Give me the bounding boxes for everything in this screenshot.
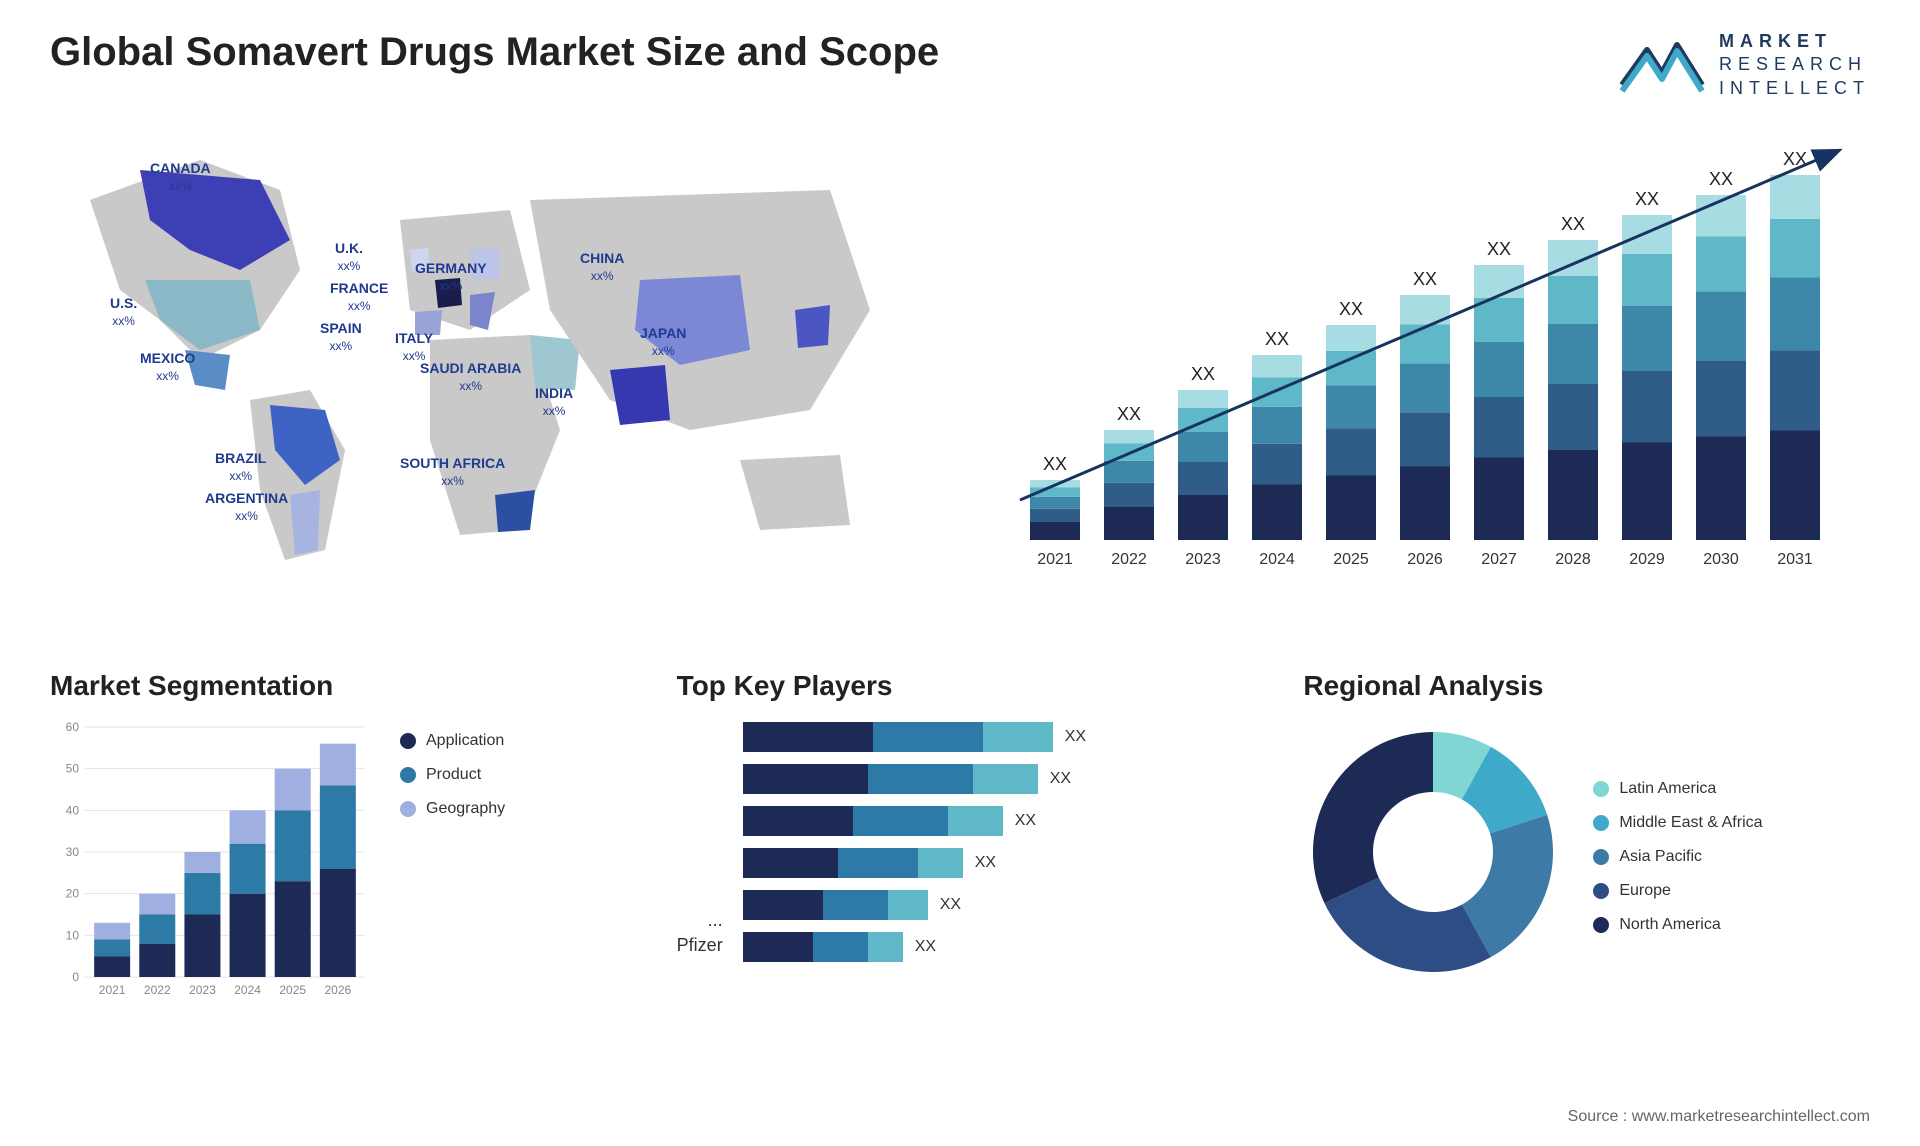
svg-text:XX: XX bbox=[1413, 269, 1437, 289]
page-title: Global Somavert Drugs Market Size and Sc… bbox=[50, 30, 939, 75]
segmentation-legend: Application Product Geography bbox=[400, 732, 505, 818]
map-label-argentina: ARGENTINAxx% bbox=[205, 490, 288, 524]
source-attribution: Source : www.marketresearchintellect.com bbox=[1568, 1108, 1870, 1126]
svg-text:2022: 2022 bbox=[1111, 551, 1147, 568]
svg-text:2025: 2025 bbox=[1333, 551, 1369, 568]
svg-text:2031: 2031 bbox=[1777, 551, 1813, 568]
player-bar-row: XX bbox=[743, 722, 1086, 752]
svg-text:2029: 2029 bbox=[1629, 551, 1665, 568]
map-label-china: CHINAxx% bbox=[580, 250, 624, 284]
donut-chart bbox=[1303, 722, 1563, 982]
world-map: CANADAxx% U.S.xx%MEXICOxx% BRAZILxx% ARGENT… bbox=[50, 130, 940, 610]
players-panel: Top Key Players ...Pfizer XX XX XX XX XX XX bbox=[677, 670, 1244, 1030]
svg-text:2025: 2025 bbox=[279, 983, 306, 997]
player-bar-row: XX bbox=[743, 848, 1086, 878]
map-label-brazil: BRAZILxx% bbox=[215, 450, 266, 484]
map-label-uk: U.K.xx% bbox=[335, 240, 363, 274]
svg-text:XX: XX bbox=[1561, 214, 1585, 234]
svg-text:2023: 2023 bbox=[189, 983, 216, 997]
svg-text:2027: 2027 bbox=[1481, 551, 1517, 568]
player-bar-row: XX bbox=[743, 890, 1086, 920]
map-label-canada: CANADAxx% bbox=[150, 160, 211, 194]
svg-text:2026: 2026 bbox=[1407, 551, 1443, 568]
segmentation-chart: 0 10 20 30 40 50 60 2021 2022 2023 2024 2025 2026 bbox=[50, 722, 370, 1002]
map-label-japan: JAPANxx% bbox=[640, 325, 686, 359]
svg-text:2022: 2022 bbox=[144, 983, 171, 997]
segmentation-panel: Market Segmentation 0 10 20 30 40 50 60 2021 202… bbox=[50, 670, 617, 1030]
region-legend-middle-east---africa: Middle East & Africa bbox=[1593, 814, 1762, 832]
player-bar-row: XX bbox=[743, 806, 1086, 836]
regional-title: Regional Analysis bbox=[1303, 670, 1870, 702]
player-name: ... bbox=[677, 908, 723, 933]
growth-bar-chart: XX 2021 XX 2022 XX 2023 XX 2024 XX 2025 XX 2026 XX 20… bbox=[980, 130, 1870, 610]
map-label-france: FRANCExx% bbox=[330, 280, 388, 314]
map-label-mexico: MEXICOxx% bbox=[140, 350, 195, 384]
svg-text:50: 50 bbox=[66, 762, 80, 776]
logo-text-2: RESEARCH bbox=[1719, 53, 1870, 76]
map-label-india: INDIAxx% bbox=[535, 385, 573, 419]
map-label-saudiarabia: SAUDI ARABIAxx% bbox=[420, 360, 521, 394]
svg-text:XX: XX bbox=[1043, 454, 1067, 474]
regional-panel: Regional Analysis Latin America Middle Ea… bbox=[1303, 670, 1870, 1030]
map-label-southafrica: SOUTH AFRICAxx% bbox=[400, 455, 505, 489]
svg-text:2030: 2030 bbox=[1703, 551, 1739, 568]
donut-legend: Latin America Middle East & Africa Asia Pa… bbox=[1593, 780, 1762, 934]
seg-legend-application: Application bbox=[400, 732, 505, 750]
map-label-germany: GERMANYxx% bbox=[415, 260, 487, 294]
svg-text:2023: 2023 bbox=[1185, 551, 1221, 568]
seg-legend-geography: Geography bbox=[400, 800, 505, 818]
svg-text:2028: 2028 bbox=[1555, 551, 1591, 568]
map-label-italy: ITALYxx% bbox=[395, 330, 433, 364]
svg-text:2026: 2026 bbox=[325, 983, 352, 997]
svg-text:XX: XX bbox=[1265, 329, 1289, 349]
player-bar-row: XX bbox=[743, 932, 1086, 962]
svg-text:10: 10 bbox=[66, 929, 80, 943]
svg-text:XX: XX bbox=[1117, 404, 1141, 424]
svg-text:30: 30 bbox=[66, 845, 80, 859]
svg-text:2024: 2024 bbox=[234, 983, 261, 997]
logo-text-1: MARKET bbox=[1719, 30, 1870, 53]
region-legend-latin-america: Latin America bbox=[1593, 780, 1762, 798]
svg-text:XX: XX bbox=[1487, 239, 1511, 259]
svg-text:2021: 2021 bbox=[99, 983, 126, 997]
svg-text:40: 40 bbox=[66, 804, 80, 818]
svg-text:XX: XX bbox=[1709, 169, 1733, 189]
map-label-spain: SPAINxx% bbox=[320, 320, 362, 354]
brand-logo: MARKET RESEARCH INTELLECT bbox=[1617, 30, 1870, 100]
logo-icon bbox=[1617, 35, 1707, 95]
player-bar-row: XX bbox=[743, 764, 1086, 794]
svg-text:20: 20 bbox=[66, 887, 80, 901]
svg-text:XX: XX bbox=[1191, 364, 1215, 384]
svg-text:2024: 2024 bbox=[1259, 551, 1295, 568]
logo-text-3: INTELLECT bbox=[1719, 77, 1870, 100]
player-names-list: ...Pfizer bbox=[677, 908, 723, 962]
svg-text:60: 60 bbox=[66, 722, 80, 734]
player-name: Pfizer bbox=[677, 933, 723, 958]
players-title: Top Key Players bbox=[677, 670, 1244, 702]
region-legend-north-america: North America bbox=[1593, 916, 1762, 934]
svg-text:XX: XX bbox=[1635, 189, 1659, 209]
map-label-us: U.S.xx% bbox=[110, 295, 137, 329]
svg-text:2021: 2021 bbox=[1037, 551, 1073, 568]
svg-text:0: 0 bbox=[72, 970, 79, 984]
region-legend-asia-pacific: Asia Pacific bbox=[1593, 848, 1762, 866]
seg-legend-product: Product bbox=[400, 766, 505, 784]
players-hbars: XX XX XX XX XX XX bbox=[743, 722, 1086, 962]
svg-text:XX: XX bbox=[1339, 299, 1363, 319]
region-legend-europe: Europe bbox=[1593, 882, 1762, 900]
segmentation-title: Market Segmentation bbox=[50, 670, 617, 702]
